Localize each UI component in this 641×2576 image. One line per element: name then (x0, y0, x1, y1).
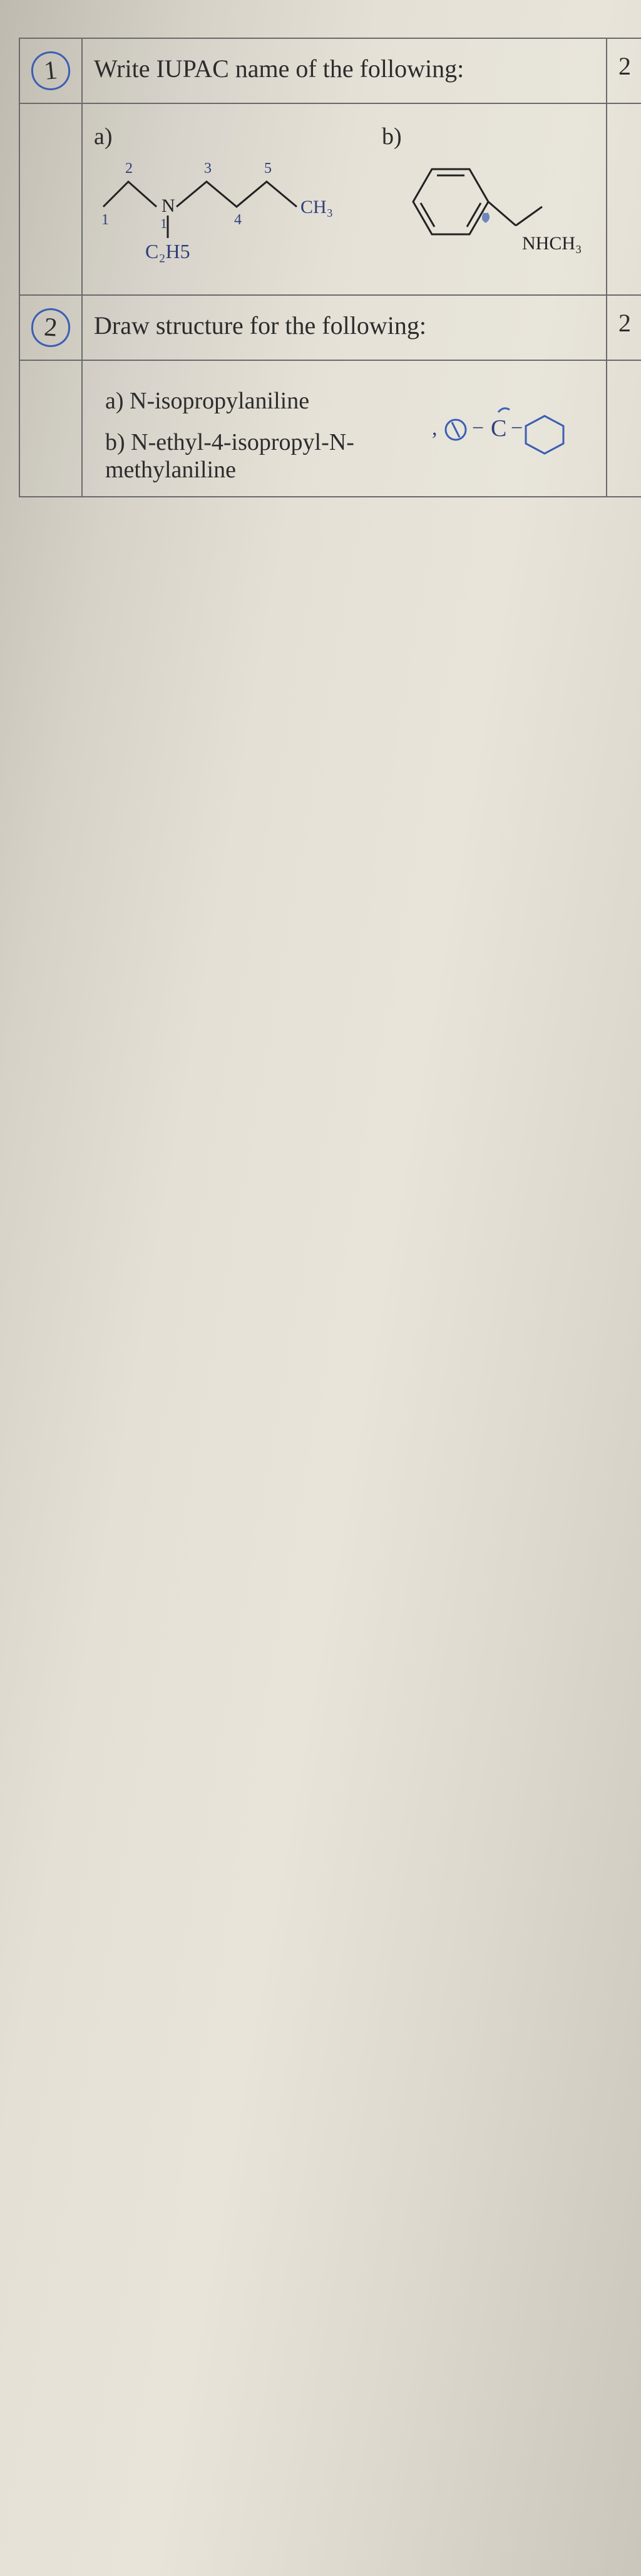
q2-prompt: Draw structure for the following: (94, 308, 595, 343)
scribble-svg: , − C − (432, 403, 595, 466)
q1b-svg: NHCH₃ (382, 150, 595, 282)
svg-text:−: − (511, 417, 525, 440)
q1-number-circle: 1 (29, 49, 72, 92)
c2h5-sub: C₂H5 (145, 240, 190, 262)
q1-prompt: Write IUPAC name of the following: (94, 51, 595, 86)
table-row: 1 Write IUPAC name of the following: 2 (19, 38, 641, 103)
q1-structures-numcell (19, 103, 82, 295)
q1-marks: 2 (607, 38, 641, 103)
q1a-label: a) (94, 123, 113, 150)
q1a-molecule: a) N 1 2 3 (94, 123, 369, 269)
svg-text:−: − (472, 417, 486, 440)
q1b-label: b) (382, 123, 402, 150)
q2-items-numcell (19, 360, 82, 497)
q2-items-markscell (607, 360, 641, 497)
q1b-molecule: b) NHCH₃ (382, 123, 595, 282)
q2-items-cell: a) N-isopropylaniline b) N-ethyl-4-isopr… (82, 360, 607, 497)
nitrogen-atom: N (162, 195, 175, 216)
table-row: a) N-isopropylaniline b) N-ethyl-4-isopr… (19, 360, 641, 497)
table-row: 2 Draw structure for the following: 2 (19, 295, 641, 360)
table-row: a) N 1 2 3 (19, 103, 641, 295)
q1-prompt-cell: Write IUPAC name of the following: (82, 38, 607, 103)
n1-anno: 1 (160, 216, 167, 231)
c5-anno: 5 (264, 160, 272, 177)
svg-text:,: , (432, 417, 440, 440)
nhch3-label: NHCH₃ (522, 233, 582, 254)
c2-anno: 2 (125, 160, 133, 177)
c4-anno: 4 (234, 212, 242, 228)
q1-number-cell: 1 (19, 38, 82, 103)
q1-structures-row: a) N 1 2 3 (94, 123, 595, 282)
q1-structures-cell: a) N 1 2 3 (82, 103, 607, 295)
q2-items-list: a) N-isopropylaniline b) N-ethyl-4-isopr… (94, 373, 432, 484)
q2-marks: 2 (607, 295, 641, 360)
svg-text:C: C (491, 415, 509, 442)
worksheet-page: 1 Write IUPAC name of the following: 2 a… (0, 0, 641, 2576)
question-table: 1 Write IUPAC name of the following: 2 a… (19, 38, 641, 497)
end-ch3: CH₃ (300, 197, 333, 217)
q2-item-b: b) N-ethyl-4-isopropyl-N-methylaniline (105, 428, 432, 484)
q2-number-circle: 2 (30, 307, 71, 348)
q1a-svg: N 1 2 3 4 5 1 (94, 150, 369, 269)
c1-anno: 1 (101, 212, 109, 228)
q2-prompt-cell: Draw structure for the following: (82, 295, 607, 360)
q2-hand-scribble: , − C − (432, 403, 595, 466)
c3-anno: 3 (204, 160, 212, 177)
q1-structures-markscell (607, 103, 641, 295)
q2-item-a: a) N-isopropylaniline (105, 387, 432, 415)
q2-number-cell: 2 (19, 295, 82, 360)
